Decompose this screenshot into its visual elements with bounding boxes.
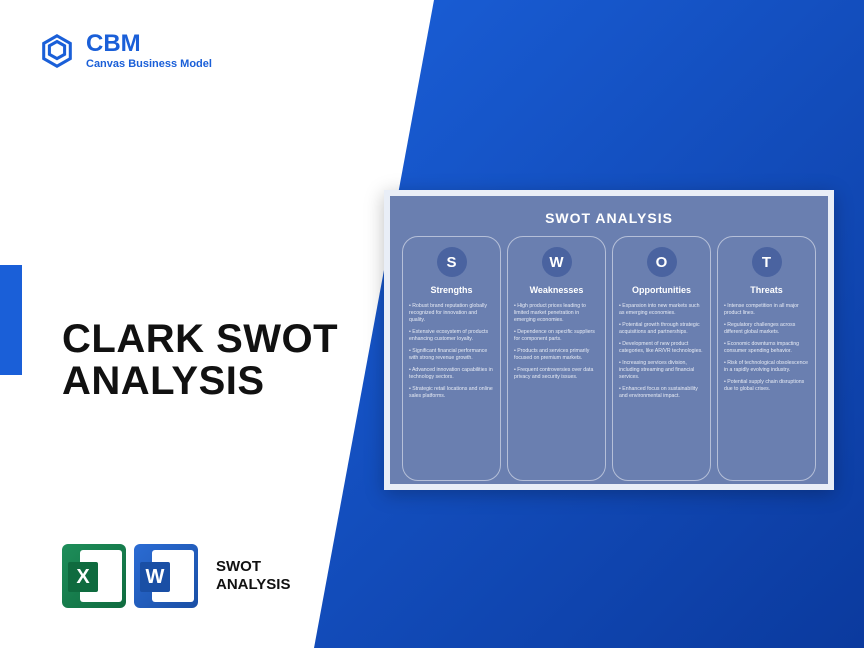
swot-letter-circle: T [752, 247, 782, 277]
cbm-logo-icon [38, 32, 76, 70]
swot-columns: S Strengths • Robust brand reputation glob… [402, 236, 816, 481]
swot-card-title: SWOT ANALYSIS [402, 210, 816, 226]
swot-column-heading: Weaknesses [530, 285, 584, 295]
swot-item: • Intense competition in all major produ… [724, 303, 809, 317]
swot-item: • Expansion into new markets such as eme… [619, 303, 704, 317]
swot-column: W Weaknesses • High product prices leading… [507, 236, 606, 481]
brand-header: CBM Canvas Business Model [38, 32, 212, 70]
swot-letter-circle: W [542, 247, 572, 277]
swot-letter-circle: S [437, 247, 467, 277]
excel-letter: X [68, 562, 98, 592]
swot-item: • Extensive ecosystem of products enhanc… [409, 329, 494, 343]
swot-item: • Enhanced focus on sustainability and e… [619, 386, 704, 400]
page-title-line2: ANALYSIS [62, 360, 338, 402]
swot-item: • High product prices leading to limited… [514, 303, 599, 324]
swot-column-heading: Opportunities [632, 285, 691, 295]
brand-title: CBM [86, 32, 212, 56]
swot-item: • Dependence on specific suppliers for c… [514, 329, 599, 343]
swot-item-list: • High product prices leading to limited… [514, 303, 599, 381]
swot-column: S Strengths • Robust brand reputation glob… [402, 236, 501, 481]
swot-item: • Potential growth through strategic acq… [619, 322, 704, 336]
left-accent-tab [0, 265, 22, 375]
swot-item: • Increasing services division, includin… [619, 360, 704, 381]
footer-text: SWOT ANALYSIS [216, 558, 290, 594]
page-title: CLARK SWOT ANALYSIS [62, 318, 338, 402]
swot-item-list: • Robust brand reputation globally recog… [409, 303, 494, 400]
swot-item-list: • Expansion into new markets such as eme… [619, 303, 704, 400]
swot-item: • Regulatory challenges across different… [724, 322, 809, 336]
swot-item: • Significant financial performance with… [409, 348, 494, 362]
swot-item: • Economic downturns impacting consumer … [724, 341, 809, 355]
swot-item: • Development of new product categories,… [619, 341, 704, 355]
excel-icon: X [62, 544, 126, 608]
swot-item: • Risk of technological obsolescence in … [724, 360, 809, 374]
brand-text: CBM Canvas Business Model [86, 32, 212, 70]
swot-item: • Potential supply chain disruptions due… [724, 379, 809, 393]
swot-item: • Frequent controversies over data priva… [514, 367, 599, 381]
swot-item: • Robust brand reputation globally recog… [409, 303, 494, 324]
swot-letter-circle: O [647, 247, 677, 277]
swot-item-list: • Intense competition in all major produ… [724, 303, 809, 393]
swot-item: • Advanced innovation capabilities in te… [409, 367, 494, 381]
swot-column: T Threats • Intense competition in all maj… [717, 236, 816, 481]
page-title-line1: CLARK SWOT [62, 318, 338, 360]
swot-column-heading: Strengths [430, 285, 472, 295]
swot-item: • Strategic retail locations and online … [409, 386, 494, 400]
word-letter: W [140, 562, 170, 592]
swot-column-heading: Threats [750, 285, 783, 295]
footer-line2: ANALYSIS [216, 576, 290, 594]
word-icon: W [134, 544, 198, 608]
footer-line1: SWOT [216, 558, 290, 576]
footer: X W SWOT ANALYSIS [62, 544, 290, 608]
swot-item: • Products and services primarily focuse… [514, 348, 599, 362]
brand-subtitle: Canvas Business Model [86, 58, 212, 70]
swot-column: O Opportunities • Expansion into new marke… [612, 236, 711, 481]
swot-card: SWOT ANALYSIS S Strengths • Robust brand r… [384, 190, 834, 490]
